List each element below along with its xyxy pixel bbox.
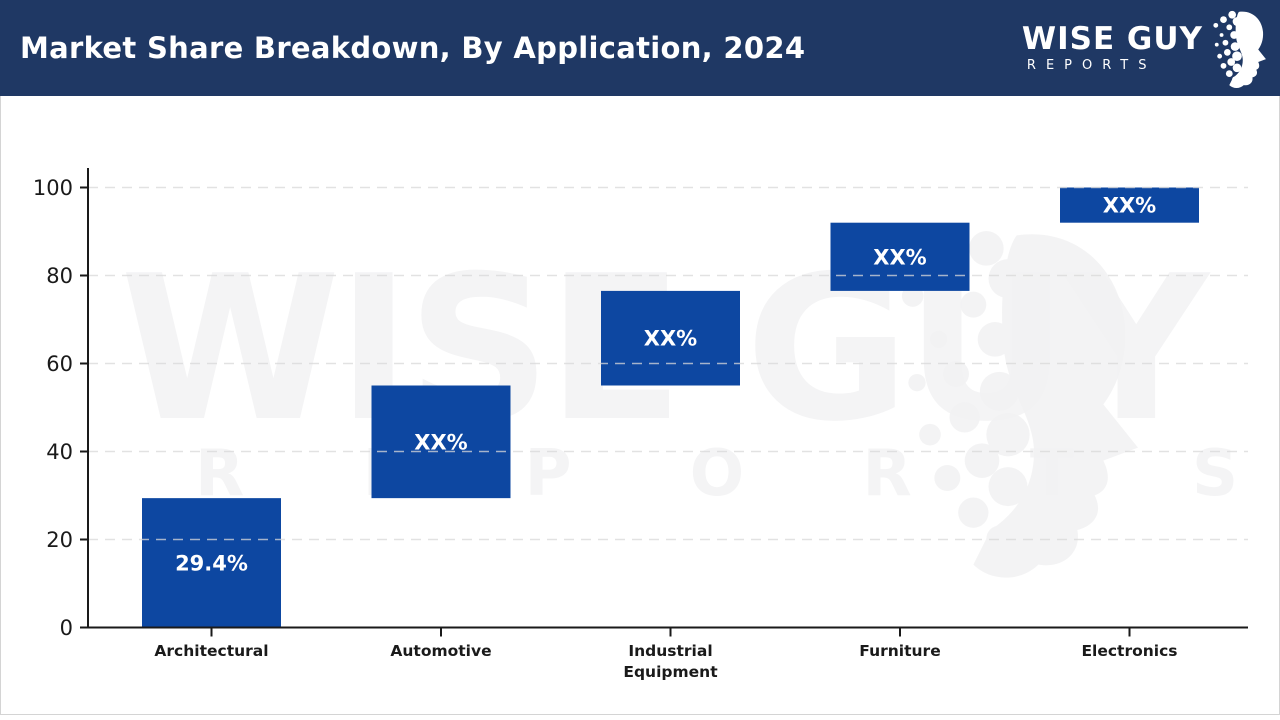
bar-value-label: XX% bbox=[1103, 194, 1156, 218]
bar-industrial-equipment: XX% bbox=[601, 290, 740, 386]
logo-text: WISE GUY REPORTS bbox=[1021, 21, 1203, 73]
bar-furniture: XX% bbox=[830, 222, 970, 291]
y-tick-label-0: 0 bbox=[60, 616, 73, 640]
y-tick-label-100: 100 bbox=[33, 176, 73, 200]
bar-electronics: XX% bbox=[1060, 187, 1199, 223]
y-tick-label-80: 80 bbox=[46, 264, 73, 288]
logo-face-icon bbox=[1213, 10, 1266, 88]
bar-architectural: 29.4% bbox=[142, 498, 281, 628]
logo-wordmark: WISE GUY bbox=[1021, 21, 1203, 57]
bar-automotive: XX% bbox=[371, 385, 511, 499]
header: Market Share Breakdown, By Application, … bbox=[0, 0, 1280, 96]
x-tick-label-industrial-equipment: Industrial Equipment bbox=[623, 642, 718, 681]
x-tick-label-electronics: Electronics bbox=[1081, 642, 1177, 660]
x-tick-label-furniture: Furniture bbox=[859, 642, 940, 660]
y-tick-label-20: 20 bbox=[46, 528, 73, 552]
page-title: Market Share Breakdown, By Application, … bbox=[20, 31, 806, 65]
x-tick-label-automotive: Automotive bbox=[390, 642, 491, 660]
x-tick-label-architectural: Architectural bbox=[154, 642, 268, 660]
logo-subtitle: REPORTS bbox=[1026, 58, 1157, 73]
y-tick-label-40: 40 bbox=[46, 440, 73, 464]
y-tick-label-60: 60 bbox=[46, 352, 73, 376]
bar-value-label: XX% bbox=[873, 245, 926, 269]
bar-value-label: XX% bbox=[414, 430, 467, 454]
bar-value-label: XX% bbox=[644, 327, 697, 351]
bar-value-label: 29.4% bbox=[175, 551, 248, 575]
wiseguy-logo: WISE GUY REPORTS bbox=[1022, 8, 1266, 89]
